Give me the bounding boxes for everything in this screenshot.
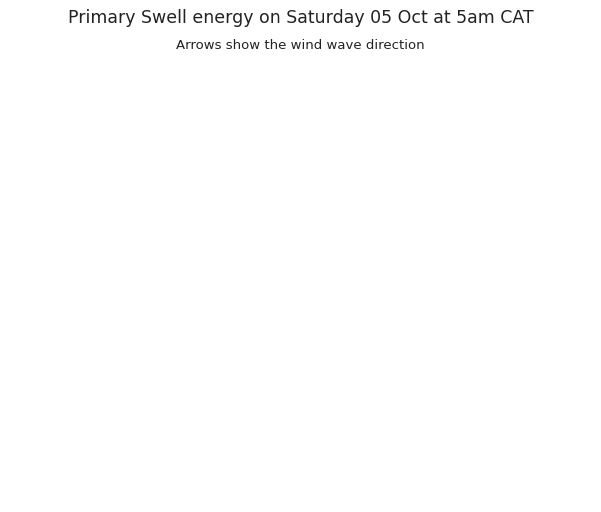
Text: Primary Swell energy on Saturday 05 Oct at 5am CAT: Primary Swell energy on Saturday 05 Oct … bbox=[68, 9, 533, 27]
Text: cartopy required: cartopy required bbox=[219, 276, 382, 295]
Text: Arrows show the wind wave direction: Arrows show the wind wave direction bbox=[176, 39, 425, 52]
